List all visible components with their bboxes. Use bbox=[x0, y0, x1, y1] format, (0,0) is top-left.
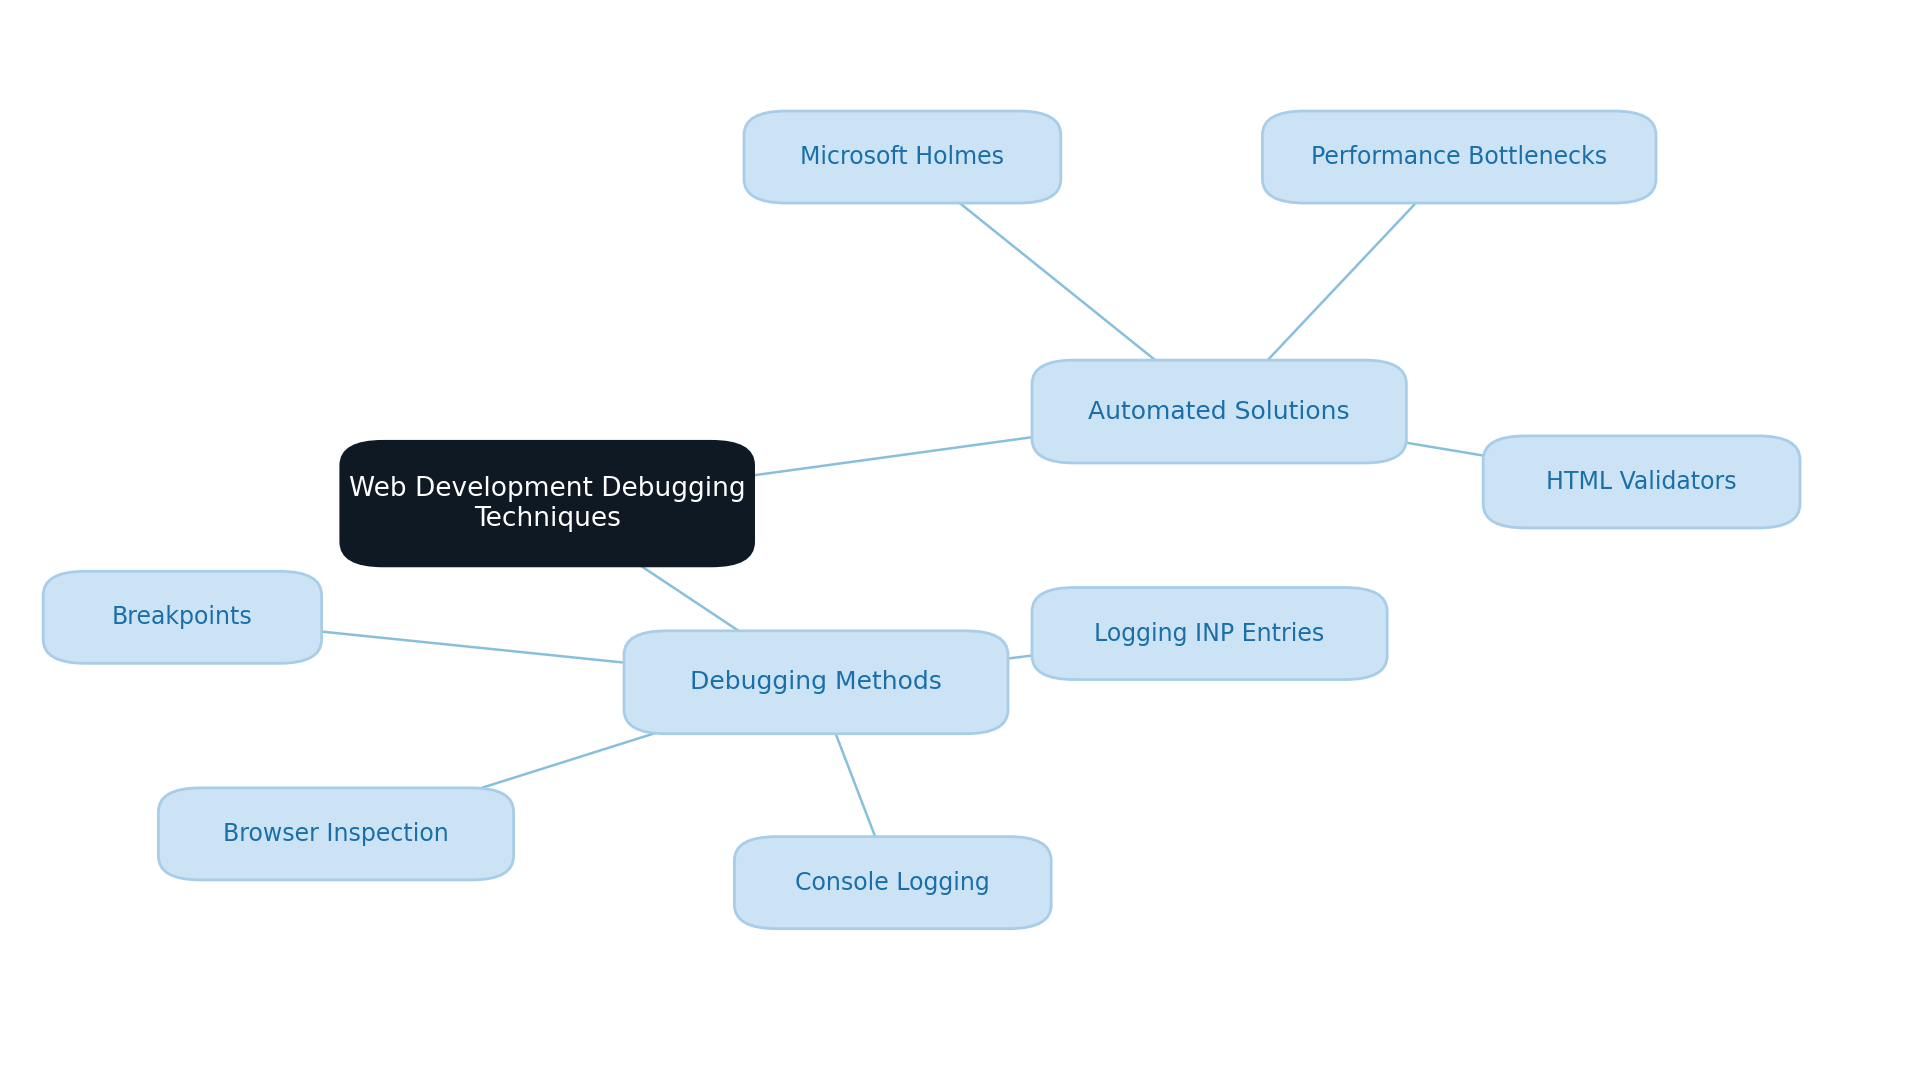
FancyBboxPatch shape bbox=[1263, 112, 1655, 204]
FancyBboxPatch shape bbox=[340, 442, 753, 565]
Text: Breakpoints: Breakpoints bbox=[111, 605, 253, 629]
FancyBboxPatch shape bbox=[1033, 587, 1386, 680]
FancyBboxPatch shape bbox=[743, 112, 1060, 204]
FancyBboxPatch shape bbox=[733, 837, 1052, 929]
Text: Console Logging: Console Logging bbox=[795, 871, 991, 895]
FancyBboxPatch shape bbox=[1033, 360, 1405, 464]
Text: Microsoft Holmes: Microsoft Holmes bbox=[801, 145, 1004, 169]
Text: Web Development Debugging
Techniques: Web Development Debugging Techniques bbox=[349, 475, 745, 532]
Text: HTML Validators: HTML Validators bbox=[1546, 470, 1738, 494]
Text: Logging INP Entries: Logging INP Entries bbox=[1094, 622, 1325, 645]
Text: Automated Solutions: Automated Solutions bbox=[1089, 400, 1350, 423]
FancyBboxPatch shape bbox=[624, 630, 1008, 734]
FancyBboxPatch shape bbox=[157, 788, 513, 879]
FancyBboxPatch shape bbox=[44, 572, 321, 663]
Text: Debugging Methods: Debugging Methods bbox=[689, 670, 943, 694]
Text: Performance Bottlenecks: Performance Bottlenecks bbox=[1311, 145, 1607, 169]
FancyBboxPatch shape bbox=[1482, 435, 1801, 529]
Text: Browser Inspection: Browser Inspection bbox=[223, 822, 449, 846]
